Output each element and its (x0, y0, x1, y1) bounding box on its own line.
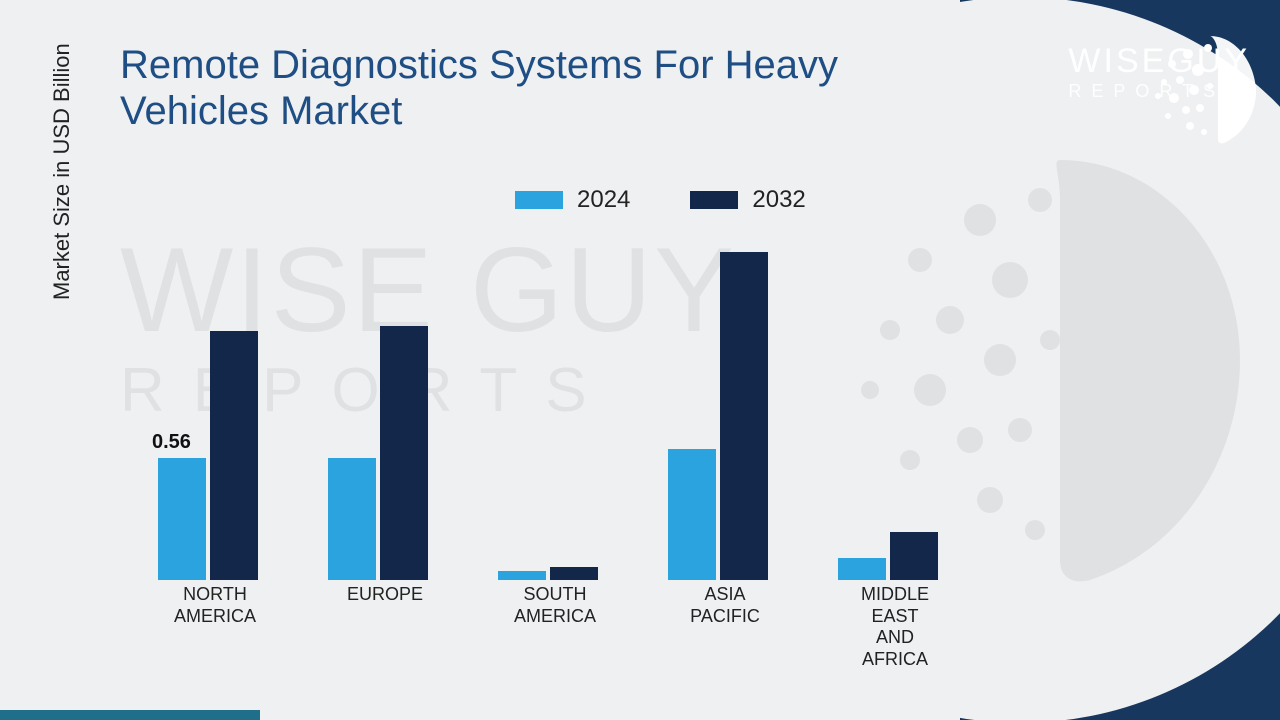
y-axis-label: Market Size in USD Billion (49, 43, 75, 300)
legend-label: 2024 (577, 186, 630, 214)
bar-2024 (838, 558, 886, 580)
bar-2024 (668, 449, 716, 580)
brand-sub: REPORTS (1068, 81, 1250, 102)
chart-title: Remote Diagnostics Systems For Heavy Veh… (120, 42, 880, 134)
legend-swatch-icon (690, 191, 738, 209)
bar-2024 (328, 458, 376, 581)
bottom-accent-bar (0, 710, 260, 720)
x-tick-label: ASIAPACIFIC (660, 584, 790, 627)
bar-value-label: 0.56 (152, 431, 191, 454)
bar-2032 (890, 532, 938, 580)
bar-2024 (498, 571, 546, 580)
legend-item-2024: 2024 (515, 186, 630, 214)
legend-label: 2032 (752, 186, 805, 214)
brand-logo: WISEGUY REPORTS (1068, 42, 1250, 102)
x-tick-label: SOUTHAMERICA (490, 584, 620, 627)
x-tick-label: MIDDLEEASTANDAFRICA (830, 584, 960, 670)
x-tick-label: NORTHAMERICA (150, 584, 280, 627)
bar-2032 (210, 331, 258, 580)
plot-area: 0.56 (150, 230, 970, 580)
x-tick-label: EUROPE (320, 584, 450, 606)
chart: Market Size in USD Billion 2024 2032 0.5… (55, 180, 975, 700)
bar-2032 (720, 252, 768, 580)
bar-2032 (380, 326, 428, 580)
bar-2024 (158, 458, 206, 581)
legend: 2024 2032 (515, 186, 806, 214)
legend-item-2032: 2032 (690, 186, 805, 214)
bar-2032 (550, 567, 598, 580)
chart-card: WISEGUY REPORTS Remote Diagnostics Syste… (0, 0, 1280, 720)
legend-swatch-icon (515, 191, 563, 209)
